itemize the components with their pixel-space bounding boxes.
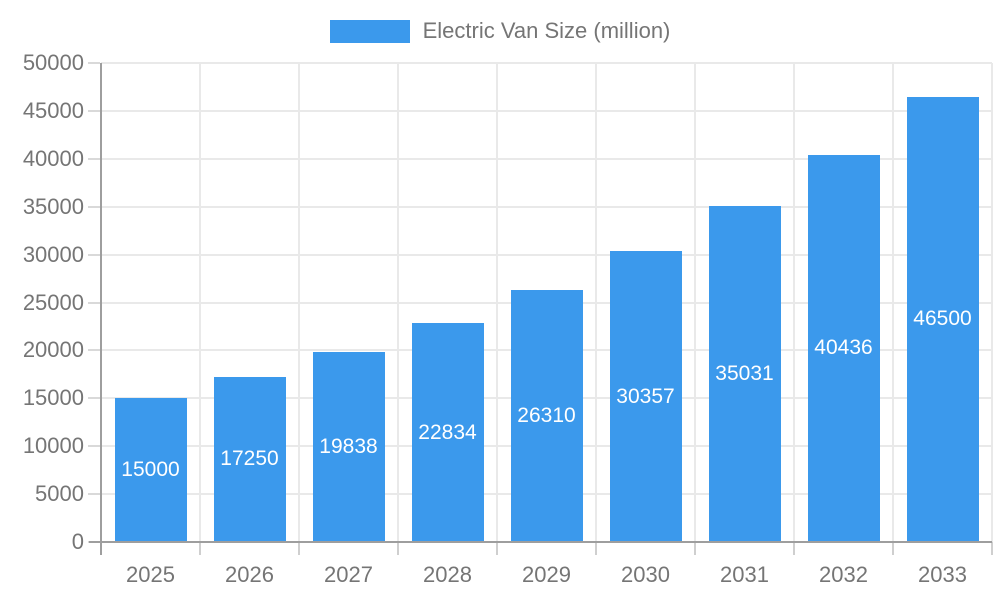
x-gridline bbox=[694, 63, 696, 542]
x-gridline bbox=[793, 63, 795, 542]
y-tick-mark bbox=[88, 253, 100, 256]
y-tick-label: 50000 bbox=[22, 50, 84, 75]
x-tick-label: 2025 bbox=[126, 562, 175, 587]
x-tick-mark bbox=[595, 542, 597, 555]
x-tick-mark bbox=[298, 542, 300, 555]
x-tick-mark bbox=[694, 542, 696, 555]
y-tick-mark bbox=[88, 62, 100, 64]
legend-swatch-icon bbox=[329, 19, 410, 43]
bar-2033: 46500 bbox=[906, 96, 979, 542]
y-tick-label: 15000 bbox=[22, 385, 84, 411]
bar-value-label: 30357 bbox=[616, 384, 675, 408]
y-tick-mark bbox=[88, 205, 100, 208]
y-tick-mark bbox=[88, 109, 100, 112]
x-tick-label: 2030 bbox=[621, 562, 670, 587]
y-tick-label: 10000 bbox=[22, 433, 84, 459]
x-axis-labels: 2025 2026 2027 2028 2029 2030 2031 2032 2033 bbox=[101, 558, 992, 594]
x-tick-mark bbox=[793, 542, 795, 555]
y-tick-label: 0 bbox=[71, 529, 84, 554]
bar-value-label: 46500 bbox=[913, 307, 972, 331]
y-tick-mark bbox=[88, 445, 100, 448]
y-tick-label: 45000 bbox=[22, 97, 84, 123]
bar-value-label: 19838 bbox=[319, 434, 378, 458]
y-tick-label: 20000 bbox=[22, 337, 84, 363]
x-tick-mark bbox=[397, 542, 399, 555]
bar-2026: 17250 bbox=[213, 376, 286, 542]
y-gridline bbox=[101, 157, 992, 160]
y-tick-label: 40000 bbox=[22, 145, 84, 171]
x-tick-mark bbox=[496, 542, 498, 555]
x-gridline bbox=[991, 63, 993, 542]
x-tick-mark bbox=[199, 542, 201, 555]
y-tick-mark bbox=[88, 397, 100, 400]
y-gridline bbox=[101, 253, 992, 256]
x-gridline bbox=[496, 63, 498, 542]
x-gridline bbox=[892, 63, 894, 542]
x-tick-label: 2027 bbox=[324, 562, 373, 587]
x-tick-label: 2029 bbox=[522, 562, 571, 587]
x-gridline bbox=[298, 63, 300, 542]
y-tick-label: 30000 bbox=[22, 241, 84, 267]
bar-2030: 30357 bbox=[609, 251, 682, 542]
y-tick-label: 5000 bbox=[35, 481, 84, 507]
y-axis-line bbox=[100, 63, 102, 555]
bar-value-label: 35031 bbox=[715, 362, 774, 386]
legend-item[interactable]: Electric Van Size (million) bbox=[329, 18, 671, 44]
y-tick-mark bbox=[88, 493, 100, 496]
y-tick-mark bbox=[88, 349, 100, 352]
x-tick-label: 2031 bbox=[720, 562, 769, 587]
legend: Electric Van Size (million) bbox=[0, 18, 1000, 44]
bar-value-label: 40436 bbox=[814, 336, 873, 360]
bar-2025: 15000 bbox=[114, 398, 187, 542]
y-tick-label: 25000 bbox=[22, 289, 84, 315]
x-tick-label: 2028 bbox=[423, 562, 472, 587]
y-gridline bbox=[101, 62, 992, 64]
x-gridline bbox=[397, 63, 399, 542]
x-tick-mark bbox=[991, 542, 993, 555]
x-tick-mark bbox=[892, 542, 894, 555]
x-tick-label: 2033 bbox=[918, 562, 967, 587]
bar-value-label: 22834 bbox=[418, 420, 477, 444]
y-gridline bbox=[101, 109, 992, 112]
x-gridline bbox=[199, 63, 201, 542]
x-tick-label: 2032 bbox=[819, 562, 868, 587]
x-tick-label: 2026 bbox=[225, 562, 274, 587]
y-gridline bbox=[101, 205, 992, 208]
x-axis-line bbox=[89, 541, 992, 543]
bar-2029: 26310 bbox=[510, 289, 583, 542]
x-gridline bbox=[595, 63, 597, 542]
plot-area: 15000 17250 19838 22834 26310 30357 35031 40436… bbox=[101, 62, 993, 542]
bar-value-label: 15000 bbox=[121, 458, 180, 482]
y-tick-mark bbox=[88, 301, 100, 304]
bar-2027: 19838 bbox=[312, 351, 385, 542]
y-axis-labels: 0 5000 10000 15000 20000 25000 30000 35000 40000… bbox=[0, 50, 84, 554]
bar-value-label: 26310 bbox=[517, 403, 576, 427]
y-tick-mark bbox=[88, 157, 100, 160]
bar-2032: 40436 bbox=[807, 154, 880, 542]
legend-label: Electric Van Size (million) bbox=[422, 18, 671, 43]
bar-2028: 22834 bbox=[411, 323, 484, 542]
bar-2031: 35031 bbox=[708, 206, 781, 542]
bar-value-label: 17250 bbox=[220, 447, 279, 471]
y-tick-label: 35000 bbox=[22, 193, 84, 219]
